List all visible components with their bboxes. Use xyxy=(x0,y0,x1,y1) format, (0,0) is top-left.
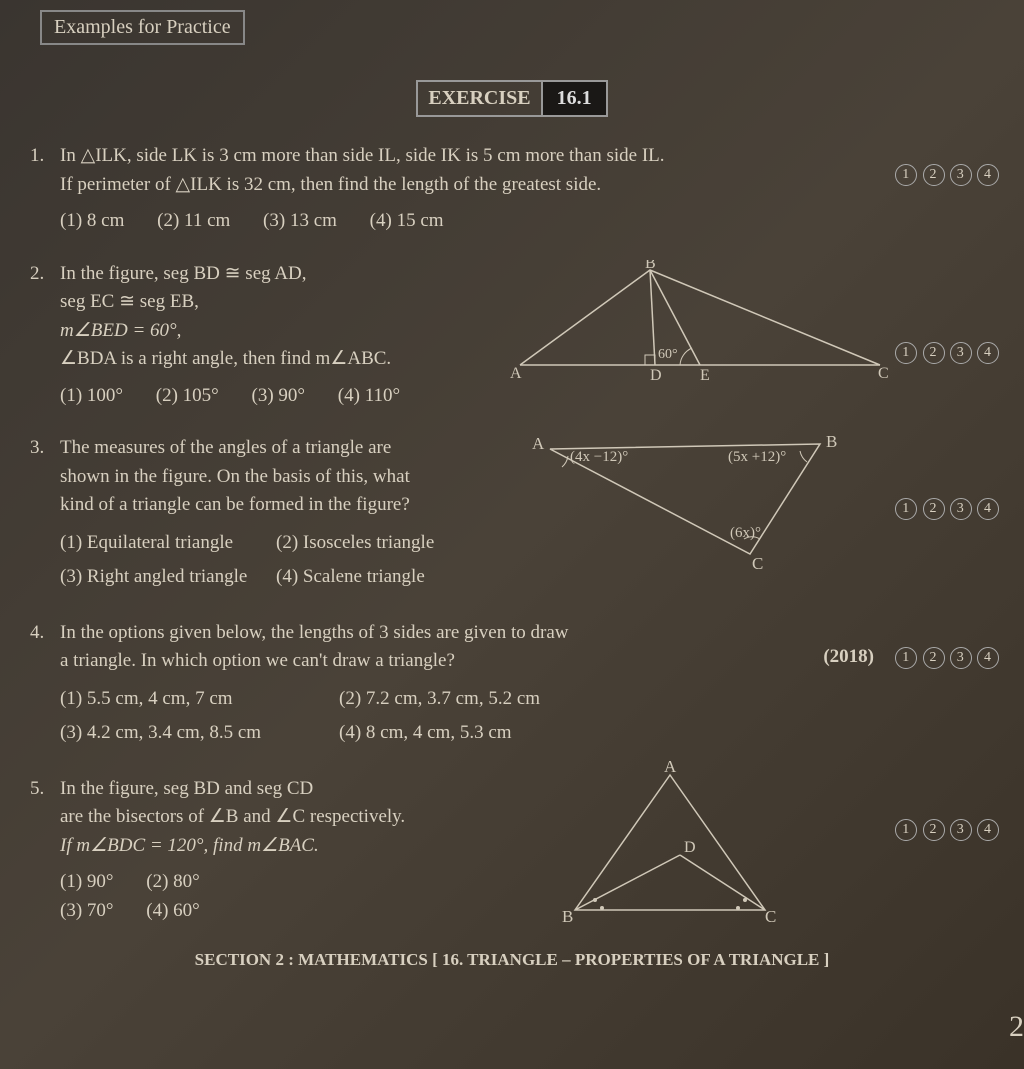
option-1: (1) 8 cm xyxy=(60,207,124,236)
section-footer: SECTION 2 : MATHEMATICS [ 16. TRIANGLE –… xyxy=(30,950,994,970)
option-1: (1) 100° xyxy=(60,382,123,411)
answer-circle-1[interactable]: 1 xyxy=(895,498,917,520)
question-number: 1. xyxy=(30,142,44,171)
option-4: (4) 60° xyxy=(146,897,200,926)
options-grid: (1) Equilateral triangle (2) Isosceles t… xyxy=(60,526,540,595)
option-2: (2) 80° xyxy=(146,868,200,897)
answer-circle-2[interactable]: 2 xyxy=(923,819,945,841)
question-number: 5. xyxy=(30,775,44,804)
question-number: 2. xyxy=(30,260,44,289)
svg-text:A: A xyxy=(532,434,545,453)
exercise-header: EXERCISE16.1 xyxy=(30,80,994,117)
question-3: 3. The measures of the angles of a trian… xyxy=(60,434,994,595)
option-3: (3) 70° xyxy=(60,897,114,926)
answer-circles: 1 2 3 4 xyxy=(895,643,999,669)
answer-circle-1[interactable]: 1 xyxy=(895,164,917,186)
option-2: (2) 7.2 cm, 3.7 cm, 5.2 cm xyxy=(339,685,618,714)
answer-circle-3[interactable]: 3 xyxy=(950,819,972,841)
answer-circles: 1 2 3 4 xyxy=(895,160,999,186)
option-1: (1) Equilateral triangle xyxy=(60,529,276,558)
option-3: (3) 90° xyxy=(252,382,306,411)
question-2: 2. In the figure, seg BD ≅ seg AD, seg E… xyxy=(60,260,994,411)
answer-circles: 1 2 3 4 xyxy=(895,338,999,364)
q5-line-3: If m∠BDC = 120°, find m∠BAC. xyxy=(60,832,994,861)
answer-circle-4[interactable]: 4 xyxy=(977,342,999,364)
svg-text:D: D xyxy=(650,367,662,380)
question-text: In △ILK, side LK is 3 cm more than side … xyxy=(60,142,994,171)
svg-text:(5x +12)°: (5x +12)° xyxy=(728,449,786,465)
answer-circle-3[interactable]: 3 xyxy=(950,164,972,186)
year-tag: (2018) xyxy=(823,643,874,672)
answer-circle-1[interactable]: 1 xyxy=(895,819,917,841)
answer-circle-3[interactable]: 3 xyxy=(950,498,972,520)
svg-text:B: B xyxy=(826,432,837,451)
q5-line-2: are the bisectors of ∠B and ∠C respectiv… xyxy=(60,803,994,832)
svg-text:A: A xyxy=(510,365,522,380)
svg-text:C: C xyxy=(765,907,776,926)
options-grid: (1) 5.5 cm, 4 cm, 7 cm (2) 7.2 cm, 3.7 c… xyxy=(60,682,680,751)
answer-circle-4[interactable]: 4 xyxy=(977,498,999,520)
question-number: 3. xyxy=(30,434,44,463)
question-number: 4. xyxy=(30,619,44,648)
triangle-figure-q5: A B C D xyxy=(540,760,800,940)
answer-circles: 1 2 3 4 xyxy=(895,494,999,520)
exercise-label: EXERCISE xyxy=(416,80,540,117)
option-2: (2) 105° xyxy=(156,382,219,411)
triangle-figure-q2: A B C D E 60° xyxy=(500,260,900,390)
option-4: (4) 15 cm xyxy=(370,207,444,236)
svg-text:B: B xyxy=(645,260,656,272)
answer-circle-2[interactable]: 2 xyxy=(923,342,945,364)
option-3: (3) Right angled triangle xyxy=(60,563,276,592)
answer-circles: 1 2 3 4 xyxy=(895,815,999,841)
answer-circle-2[interactable]: 2 xyxy=(923,164,945,186)
answer-circle-1[interactable]: 1 xyxy=(895,647,917,669)
svg-text:D: D xyxy=(684,839,696,856)
triangle-figure-q3: A B C (4x −12)° (5x +12)° (6x)° xyxy=(500,429,880,579)
option-3: (3) 13 cm xyxy=(263,207,337,236)
svg-text:(4x −12)°: (4x −12)° xyxy=(570,449,628,465)
answer-circle-3[interactable]: 3 xyxy=(950,342,972,364)
question-4: 4. In the options given below, the lengt… xyxy=(60,619,994,751)
svg-text:E: E xyxy=(700,367,710,380)
svg-text:C: C xyxy=(752,554,763,569)
option-4: (4) 8 cm, 4 cm, 5.3 cm xyxy=(339,719,618,748)
option-1: (1) 5.5 cm, 4 cm, 7 cm xyxy=(60,685,339,714)
option-4: (4) Scalene triangle xyxy=(276,563,492,592)
option-3: (3) 4.2 cm, 3.4 cm, 8.5 cm xyxy=(60,719,339,748)
answer-circle-2[interactable]: 2 xyxy=(923,498,945,520)
exercise-number: 16.1 xyxy=(541,80,608,117)
answer-circle-2[interactable]: 2 xyxy=(923,647,945,669)
svg-text:C: C xyxy=(878,365,889,380)
svg-text:60°: 60° xyxy=(658,347,678,362)
answer-circle-4[interactable]: 4 xyxy=(977,164,999,186)
option-2: (2) Isosceles triangle xyxy=(276,529,492,558)
question-text-2: If perimeter of △ILK is 32 cm, then find… xyxy=(60,171,994,200)
question-1: 1. In △ILK, side LK is 3 cm more than si… xyxy=(60,142,994,236)
svg-text:B: B xyxy=(562,907,573,926)
answer-circle-4[interactable]: 4 xyxy=(977,819,999,841)
page-number-cut: 2 xyxy=(1009,1010,1024,1044)
option-1: (1) 90° xyxy=(60,868,114,897)
answer-circle-4[interactable]: 4 xyxy=(977,647,999,669)
q5-line-1: In the figure, seg BD and seg CD xyxy=(60,775,994,804)
options-row: (1) 90° (2) 80° (3) 70° (4) 60° xyxy=(60,868,460,925)
option-4: (4) 110° xyxy=(338,382,400,411)
option-2: (2) 11 cm xyxy=(157,207,230,236)
svg-text:A: A xyxy=(664,760,677,776)
question-5: 5. In the figure, seg BD and seg CD are … xyxy=(60,775,994,926)
options-row: (1) 8 cm (2) 11 cm (3) 13 cm (4) 15 cm xyxy=(60,207,994,236)
header-examples: Examples for Practice xyxy=(40,10,245,45)
answer-circle-3[interactable]: 3 xyxy=(950,647,972,669)
